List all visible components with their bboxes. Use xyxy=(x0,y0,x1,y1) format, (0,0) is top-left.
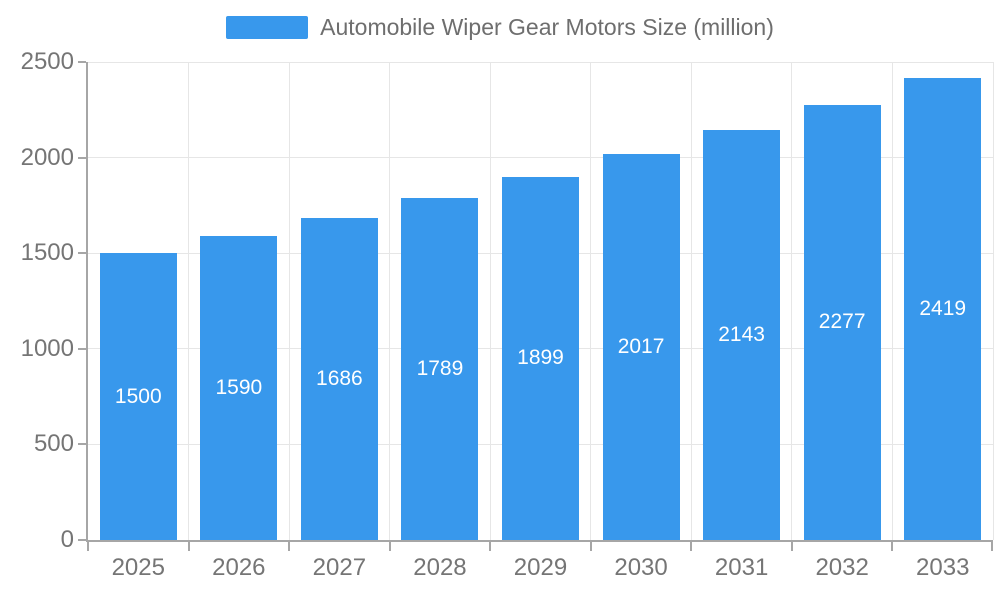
y-axis-tick xyxy=(78,61,86,63)
y-axis-label: 1500 xyxy=(20,239,74,267)
y-axis-tick xyxy=(78,252,86,255)
bar-2027[interactable]: 1686 xyxy=(300,217,378,540)
x-axis-label: 2025 xyxy=(111,554,165,581)
x-axis-line xyxy=(86,540,993,542)
y-axis-tick xyxy=(78,156,86,159)
bar-value-label: 2277 xyxy=(818,310,866,334)
x-gridline xyxy=(690,62,692,540)
x-axis-tick xyxy=(589,542,592,551)
x-gridline xyxy=(891,62,893,540)
x-axis-label: 2026 xyxy=(212,554,266,581)
legend-item[interactable]: Automobile Wiper Gear Motors Size (milli… xyxy=(0,14,1000,42)
x-gridline xyxy=(389,62,391,540)
x-axis-tick xyxy=(288,542,291,551)
x-axis-label: 2029 xyxy=(513,554,568,581)
x-gridline xyxy=(590,62,592,540)
bar-2033[interactable]: 2419 xyxy=(904,77,982,540)
y-axis-line xyxy=(86,62,88,540)
bar-value-label: 1590 xyxy=(215,376,263,399)
bar-2030[interactable]: 2017 xyxy=(602,154,680,540)
x-gridline xyxy=(288,62,290,540)
x-axis-tick xyxy=(388,542,391,551)
y-axis-label: 2000 xyxy=(20,143,74,171)
x-gridline xyxy=(992,62,994,540)
y-axis-tick xyxy=(78,347,86,350)
bar-value-label: 1500 xyxy=(114,384,162,408)
y-gridline xyxy=(88,157,993,159)
bar-2031[interactable]: 2143 xyxy=(703,130,781,540)
bar-2026[interactable]: 1590 xyxy=(200,236,278,540)
x-gridline xyxy=(489,62,491,540)
x-axis-tick xyxy=(790,542,793,551)
x-axis-tick xyxy=(489,542,492,551)
x-axis-label: 2032 xyxy=(815,554,869,581)
x-axis-label: 2027 xyxy=(312,554,367,581)
bar-2028[interactable]: 1789 xyxy=(401,197,479,540)
x-axis-label: 2028 xyxy=(413,554,467,581)
y-gridline xyxy=(88,61,993,63)
y-axis-label: 1000 xyxy=(20,334,74,362)
bar-value-label: 2419 xyxy=(919,296,967,320)
y-axis-tick xyxy=(78,539,86,541)
x-axis-tick xyxy=(87,542,89,551)
x-axis-tick xyxy=(991,542,993,551)
x-axis-label: 2033 xyxy=(916,554,970,581)
bar-2032[interactable]: 2277 xyxy=(803,104,881,540)
bar-value-label: 2143 xyxy=(718,323,765,347)
y-axis-tick xyxy=(78,443,86,446)
x-axis-label: 2030 xyxy=(614,554,668,581)
bar-value-label: 1789 xyxy=(416,356,464,380)
x-gridline xyxy=(791,62,793,540)
y-axis-label: 0 xyxy=(60,526,74,553)
plot-area: 0 500 1000 1500 2000 2500 1500 2025 1590 2026 1686… xyxy=(21,48,994,581)
legend-swatch xyxy=(226,16,309,40)
bar-2029[interactable]: 1899 xyxy=(502,176,579,540)
bar-value-label: 1899 xyxy=(517,346,564,370)
legend-label: Automobile Wiper Gear Motors Size (milli… xyxy=(320,14,774,40)
x-axis-tick xyxy=(891,542,894,551)
bar-value-label: 2017 xyxy=(617,335,665,359)
y-axis-label: 2500 xyxy=(20,48,74,75)
bar-2025[interactable]: 1500 xyxy=(99,253,177,540)
x-axis-tick xyxy=(187,542,190,551)
bar-value-label: 1686 xyxy=(316,366,363,390)
x-axis-tick xyxy=(690,542,693,551)
y-axis-label: 500 xyxy=(33,430,74,458)
x-axis-label: 2031 xyxy=(714,554,769,581)
x-gridline xyxy=(188,62,190,540)
